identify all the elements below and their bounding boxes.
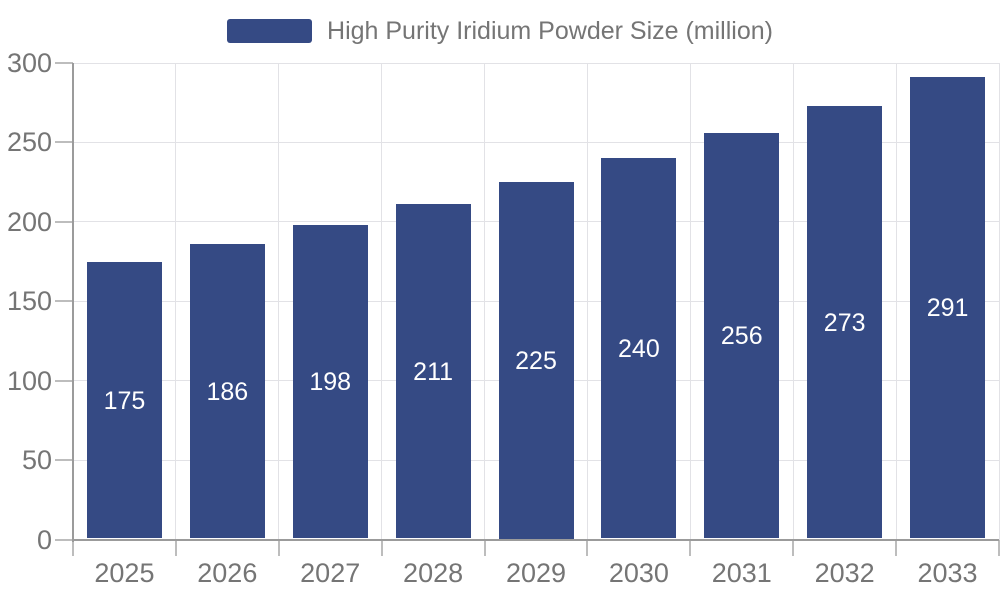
y-tick-label: 50 (21, 445, 52, 476)
gridline-v (895, 63, 897, 540)
gridline-v (484, 63, 486, 540)
y-tick-label: 200 (6, 206, 52, 237)
x-axis-tick (792, 539, 795, 556)
bar[interactable] (86, 261, 162, 539)
bar-value-label: 198 (309, 368, 352, 397)
bar[interactable] (704, 132, 780, 539)
y-axis-tick (55, 300, 73, 303)
y-tick-label: 100 (6, 365, 52, 396)
y-tick-label: 0 (36, 524, 52, 555)
y-axis-tick (55, 141, 73, 144)
bar-value-label: 240 (618, 334, 660, 363)
x-tick-label: 2031 (711, 558, 772, 588)
bar-value-label: 273 (823, 308, 866, 337)
bar-value-label: 186 (206, 377, 249, 406)
y-tick-label: 250 (6, 127, 52, 158)
x-axis-tick (998, 539, 1000, 556)
bar-value-label: 211 (413, 357, 454, 386)
x-tick-label: 2028 (403, 558, 464, 588)
gridline-h (73, 141, 999, 143)
y-tick-label: 150 (6, 286, 52, 317)
bar[interactable] (910, 77, 986, 539)
y-axis-tick (55, 62, 73, 64)
bar[interactable] (395, 204, 471, 539)
bar[interactable] (189, 244, 265, 539)
y-axis-line (72, 63, 74, 542)
x-axis-tick (586, 539, 589, 556)
bar[interactable] (498, 182, 574, 539)
gridline-v (586, 63, 588, 540)
gridline-h (73, 62, 999, 64)
y-tick-label: 300 (6, 48, 52, 78)
x-tick-label: 2032 (814, 558, 875, 588)
gridline-v (278, 63, 280, 540)
legend[interactable]: High Purity Iridium Powder Size (million… (0, 17, 1000, 45)
x-axis-tick (174, 539, 177, 556)
x-axis-tick (895, 539, 898, 556)
x-axis-tick (72, 539, 74, 556)
y-axis-tick (55, 538, 73, 541)
bar-value-label: 291 (926, 294, 969, 323)
x-tick-label: 2026 (197, 558, 258, 588)
bar[interactable] (807, 105, 883, 539)
legend-label: High Purity Iridium Powder Size (million… (327, 17, 773, 45)
gridline-v (998, 63, 1000, 540)
x-axis-tick (689, 539, 692, 556)
bar[interactable] (601, 158, 677, 539)
y-axis-tick (55, 459, 73, 462)
bar-value-label: 225 (515, 346, 557, 375)
x-axis-tick (380, 539, 383, 556)
gridline-v (381, 63, 383, 540)
x-axis-tick (483, 539, 486, 556)
x-tick-label: 2027 (300, 558, 361, 588)
bar-value-label: 256 (720, 322, 763, 351)
legend-swatch (227, 19, 313, 43)
x-tick-label: 2030 (608, 558, 669, 588)
gridline-v (689, 63, 691, 540)
x-tick-label: 2025 (94, 558, 155, 588)
y-axis-tick (55, 220, 73, 223)
x-axis-line (73, 538, 999, 541)
gridline-v (175, 63, 177, 540)
gridline-v (792, 63, 794, 540)
x-tick-label: 2029 (505, 558, 567, 588)
x-axis-tick (277, 539, 280, 556)
bar-value-label: 175 (103, 386, 146, 415)
bar[interactable] (292, 225, 368, 539)
x-tick-label: 2033 (917, 558, 978, 588)
y-axis-tick (55, 379, 73, 382)
